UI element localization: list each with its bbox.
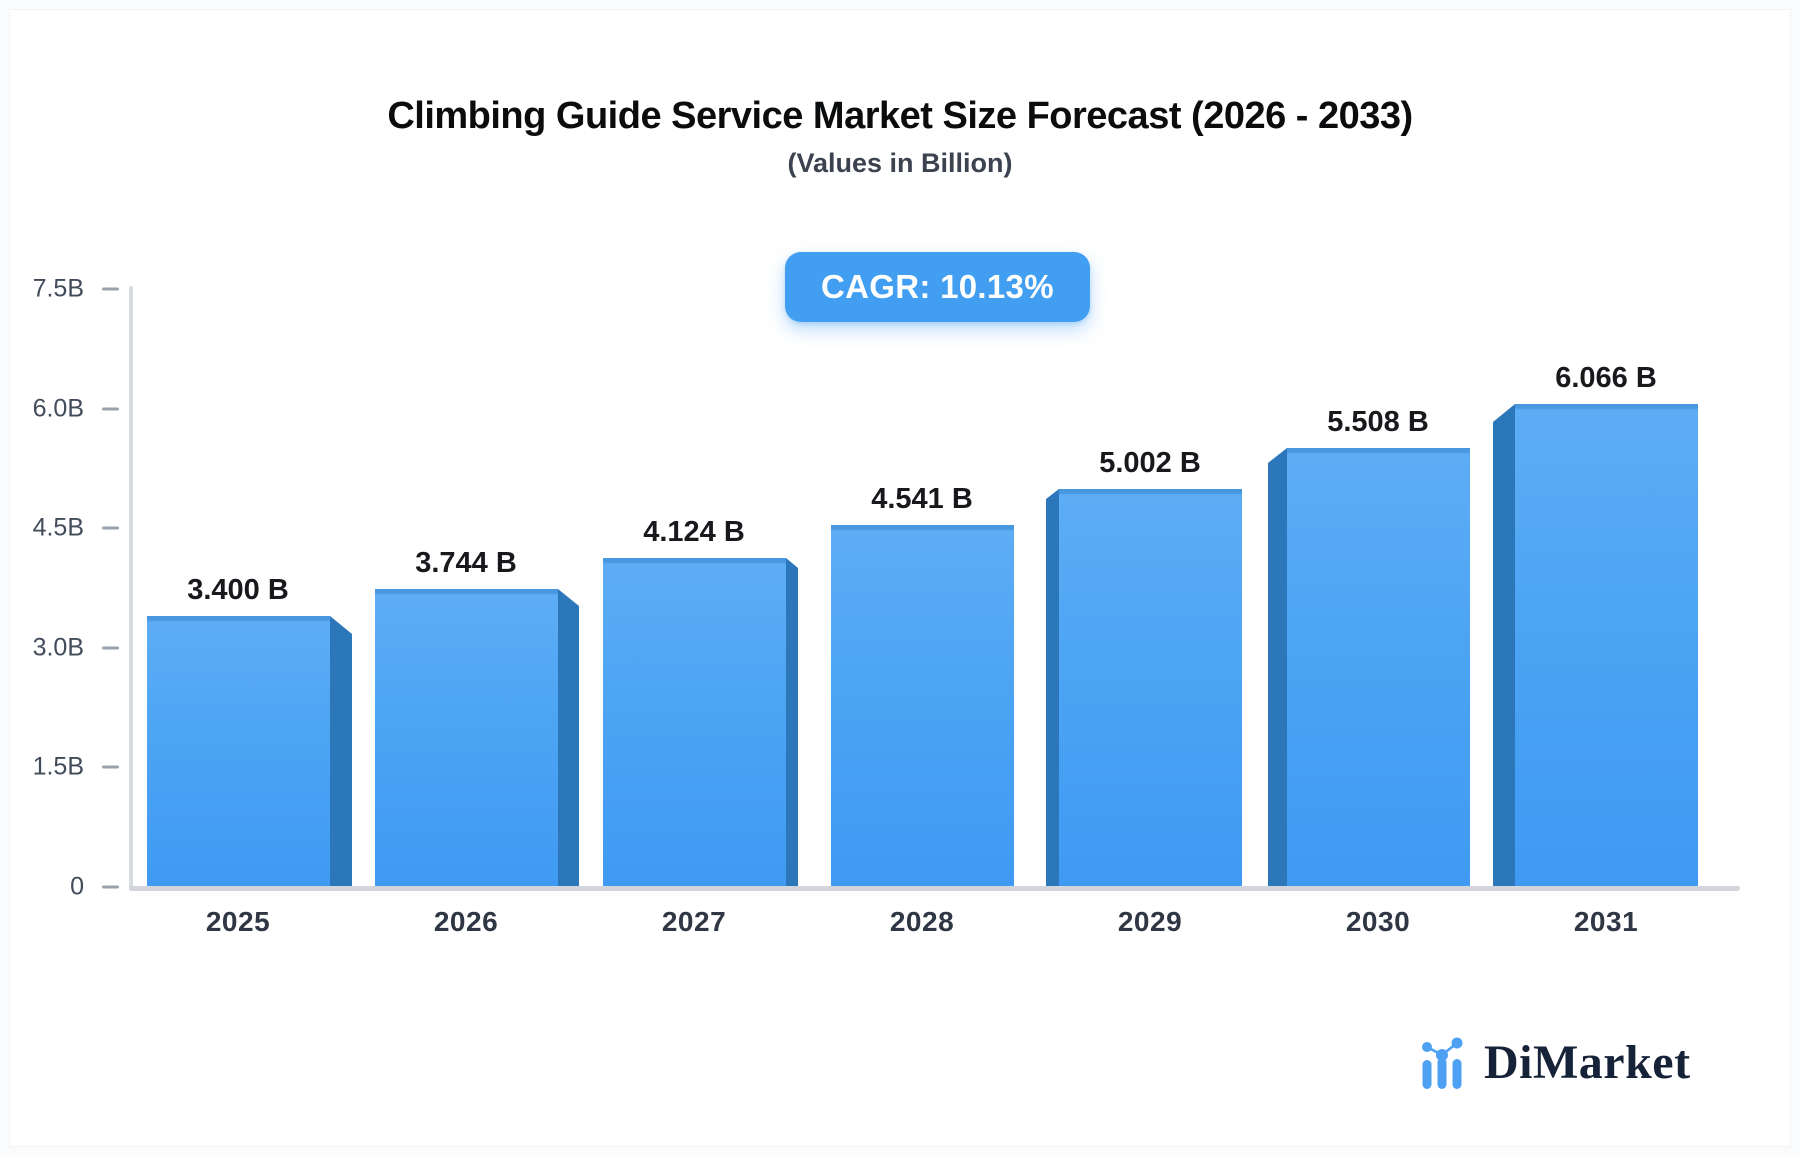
x-axis-label: 2031: [1573, 906, 1639, 937]
bar-value-label: 5.508 B: [1327, 406, 1429, 438]
y-axis-label: 6.0B: [32, 394, 84, 423]
dimarket-logo: DiMarket: [1421, 1033, 1691, 1089]
bar-side: [1046, 489, 1059, 887]
y-axis-tick: [102, 407, 119, 411]
dimarket-logo-text: DiMarket: [1484, 1036, 1691, 1089]
dimarket-logo-icon: [1422, 1037, 1463, 1089]
x-axis-label: 2026: [433, 906, 499, 937]
x-axis-label: 2025: [205, 906, 271, 937]
x-axis-label: 2027: [661, 906, 727, 937]
x-axis-line: [129, 886, 1740, 891]
y-axis-tick: [102, 287, 119, 291]
bar-side: [558, 589, 579, 887]
page-title: Climbing Guide Service Market Size Forec…: [387, 95, 1413, 137]
y-axis-tick: [102, 646, 119, 650]
y-axis-label: 3.0B: [32, 633, 84, 662]
bar-side: [1268, 448, 1287, 887]
x-axis-label: 2029: [1117, 906, 1183, 937]
bar-2030: [1287, 448, 1470, 887]
bar-2028: [831, 525, 1014, 887]
cagr-badge: CAGR: 10.13%: [785, 252, 1090, 322]
cagr-badge-label: CAGR: 10.13%: [821, 268, 1054, 305]
y-axis-label: 7.5B: [32, 274, 84, 303]
bar-side: [1493, 404, 1515, 887]
bar-2027: [603, 558, 786, 887]
y-axis-tick: [102, 885, 119, 889]
y-axis-label: 1.5B: [32, 752, 84, 781]
bar-value-label: 6.066 B: [1555, 362, 1657, 394]
bar-value-label: 4.124 B: [643, 516, 745, 548]
bar-side: [330, 616, 352, 887]
x-axis-label: 2028: [889, 906, 955, 937]
bar-value-label: 5.002 B: [1099, 447, 1201, 479]
bar-2029: [1059, 489, 1242, 887]
y-axis-tick: [102, 765, 119, 769]
bar-2025: [147, 616, 330, 887]
bar-value-label: 3.400 B: [187, 574, 289, 606]
bar-value-label: 4.541 B: [871, 483, 973, 515]
bar-side: [786, 558, 798, 887]
x-axis-label: 2030: [1345, 906, 1411, 937]
y-axis-label: 4.5B: [32, 513, 84, 542]
page-subtitle: (Values in Billion): [787, 148, 1013, 178]
y-axis-label: 0: [70, 872, 84, 901]
bar-2031: [1515, 404, 1698, 887]
y-axis-line: [129, 286, 133, 890]
bar-2026: [375, 589, 558, 887]
y-axis-tick: [102, 526, 119, 530]
bar-value-label: 3.744 B: [415, 547, 517, 579]
